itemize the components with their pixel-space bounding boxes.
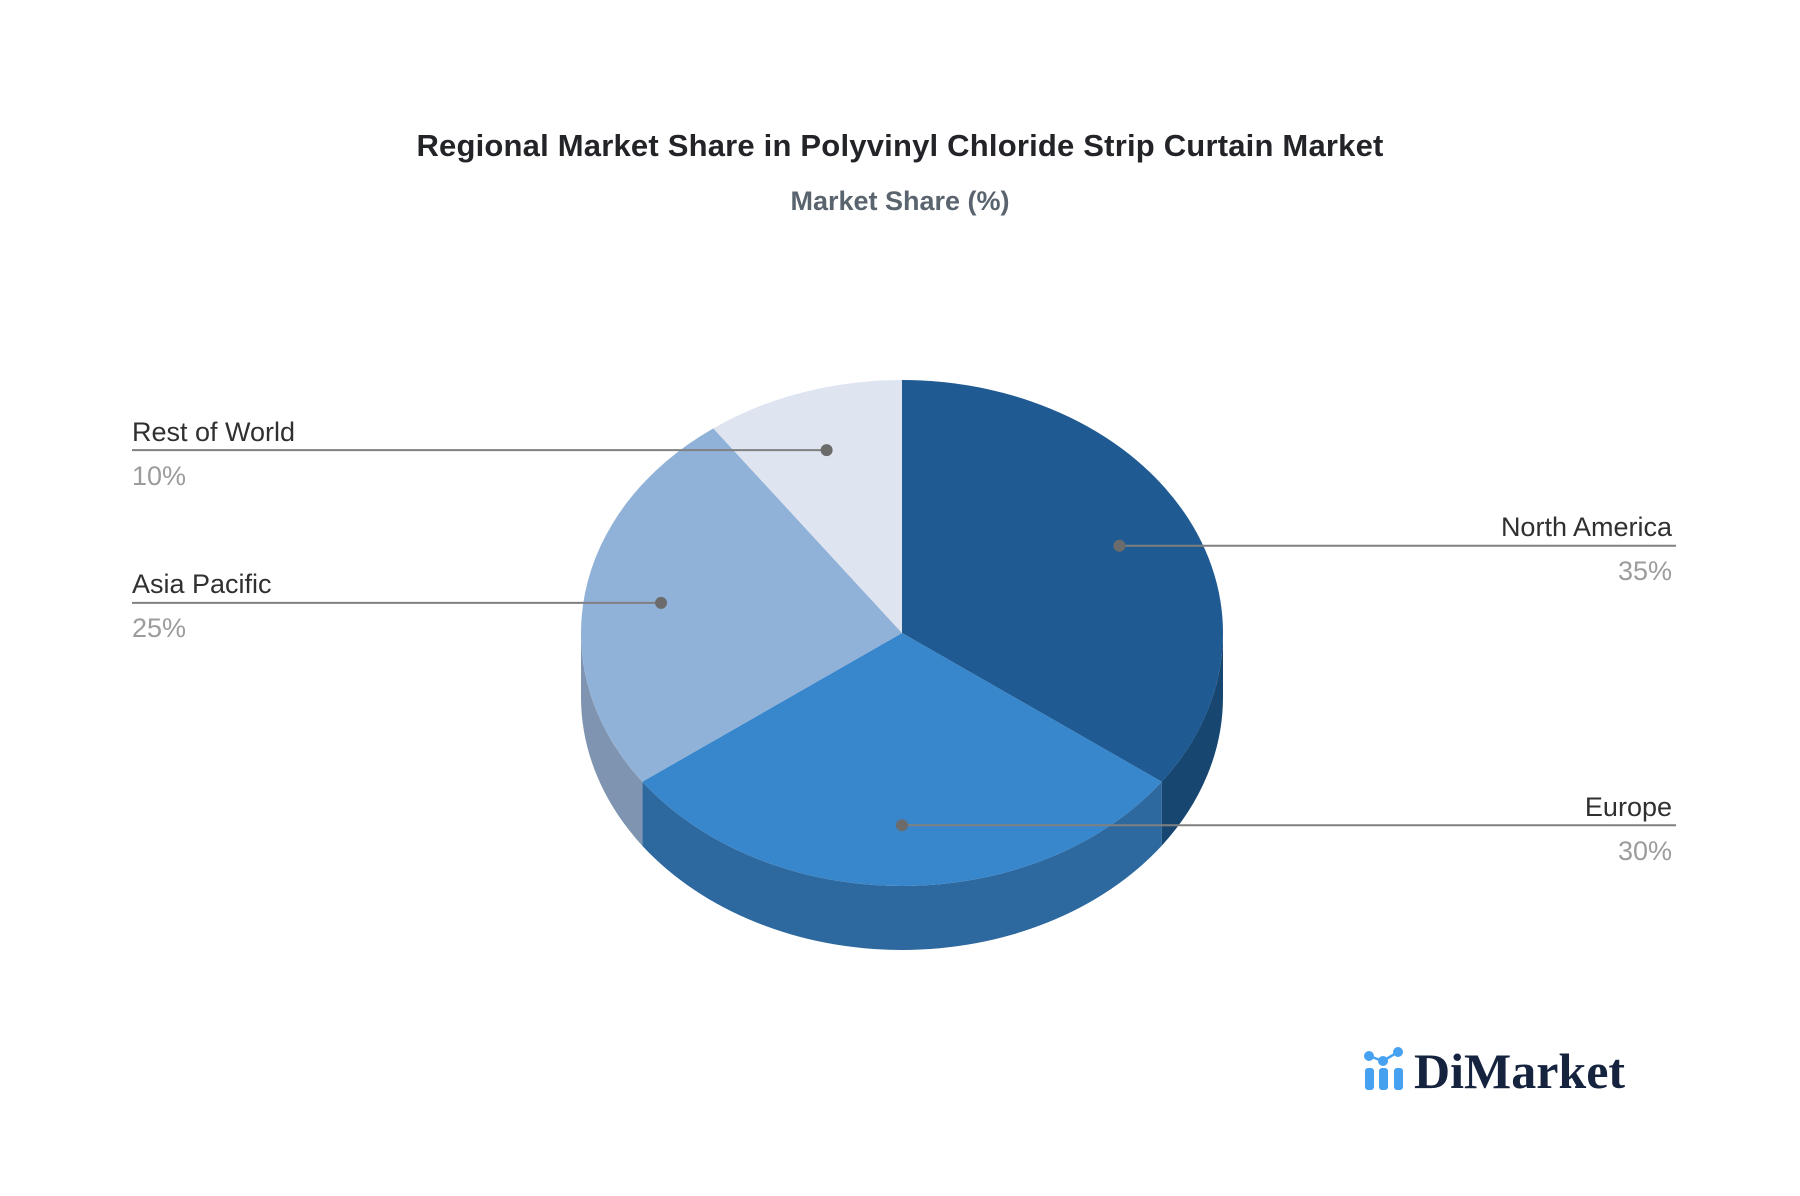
pie-side-asia-pacific: [581, 633, 643, 846]
slice-pct-europe: 30%: [1617, 836, 1672, 866]
pie-side-europe: [642, 781, 1162, 950]
pie-slice-asia-pacific[interactable]: [581, 428, 902, 782]
leader-dot-north-america: [1113, 539, 1126, 552]
slice-pct-rest-of-world: 10%: [132, 461, 187, 491]
slice-label-europe: Europe: [1584, 792, 1672, 822]
logo-text: DiMarket: [1414, 1043, 1626, 1099]
slice-label-asia-pacific: Asia Pacific: [132, 569, 272, 599]
slice-label-rest-of-world: Rest of World: [132, 417, 296, 447]
bar-chart-trend-icon: [1364, 1047, 1403, 1090]
pie-slice-rest-of-world[interactable]: [713, 380, 902, 633]
leader-dot-rest-of-world: [820, 444, 833, 457]
pie-slice-north-america[interactable]: [902, 380, 1223, 782]
slice-label-north-america: North America: [1500, 512, 1672, 542]
chart-subtitle: Market Share (%): [790, 186, 1010, 216]
slice-pct-asia-pacific: 25%: [132, 613, 187, 643]
pie-side-north-america: [1161, 633, 1223, 846]
chart-title: Regional Market Share in Polyvinyl Chlor…: [416, 128, 1384, 163]
slice-pct-north-america: 35%: [1617, 556, 1672, 586]
leader-dot-asia-pacific: [655, 596, 668, 609]
leader-dot-europe: [896, 819, 908, 832]
pie-slice-europe[interactable]: [642, 633, 1162, 886]
